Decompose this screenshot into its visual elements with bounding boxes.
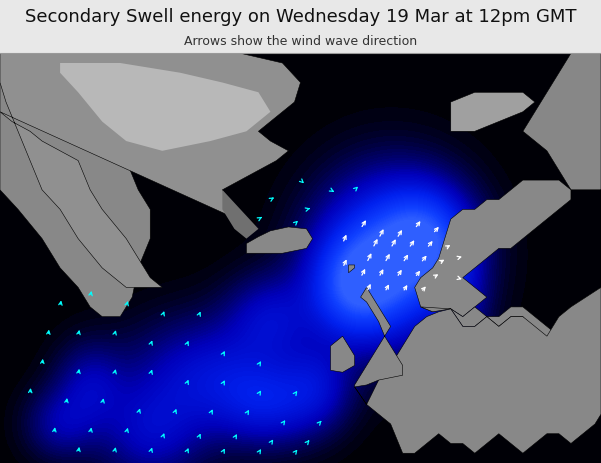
Polygon shape — [60, 63, 270, 151]
Polygon shape — [222, 190, 258, 238]
Polygon shape — [355, 288, 601, 453]
Polygon shape — [421, 307, 571, 356]
Polygon shape — [246, 227, 313, 253]
Polygon shape — [451, 92, 535, 131]
Polygon shape — [349, 265, 355, 273]
Polygon shape — [415, 180, 571, 317]
Text: Secondary Swell energy on Wednesday 19 Mar at 12pm GMT: Secondary Swell energy on Wednesday 19 M… — [25, 8, 576, 26]
Polygon shape — [0, 53, 300, 288]
Polygon shape — [523, 53, 601, 356]
Polygon shape — [355, 288, 403, 387]
Polygon shape — [0, 53, 150, 317]
Text: Arrows show the wind wave direction: Arrows show the wind wave direction — [184, 35, 417, 48]
Polygon shape — [331, 336, 355, 372]
